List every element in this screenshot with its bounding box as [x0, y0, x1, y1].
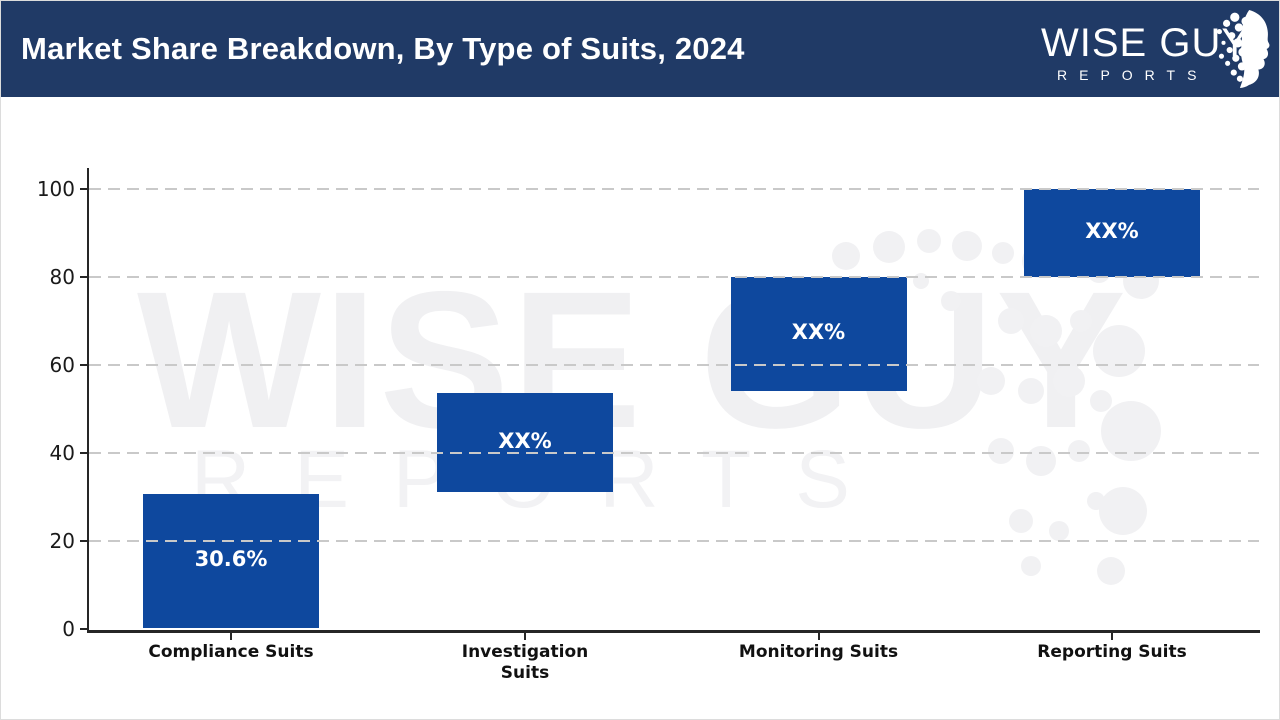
y-axis-line — [87, 168, 89, 632]
bar — [437, 393, 613, 493]
y-tick-label: 80 — [49, 264, 75, 289]
y-tick-label: 0 — [62, 616, 75, 641]
bar — [143, 493, 319, 629]
category-label: Compliance Suits — [148, 642, 314, 662]
bar-value-label: XX% — [1085, 218, 1139, 243]
y-tick — [80, 627, 88, 630]
y-tick-label: 100 — [36, 176, 75, 201]
logo-face-icon — [1216, 10, 1270, 88]
gridline — [89, 539, 1259, 542]
chart-title: Market Share Breakdown, By Type of Suits… — [21, 31, 745, 66]
header-bar: Market Share Breakdown, By Type of Suits… — [1, 1, 1279, 97]
bar-value-label: XX% — [791, 319, 846, 344]
y-tick — [80, 275, 88, 278]
bar-value-label: XX% — [498, 428, 552, 453]
logo-subtext: REPORTS — [1057, 67, 1209, 83]
gridline — [89, 187, 1259, 190]
gridline — [89, 451, 1259, 454]
x-tick — [1111, 633, 1113, 640]
category-label: Reporting Suits — [1037, 642, 1187, 662]
y-tick — [80, 451, 88, 454]
logo-wordmark: WISE GUY — [1041, 21, 1250, 65]
y-tick-label: 60 — [49, 352, 75, 377]
y-tick — [80, 187, 88, 190]
watermark-wordmark: WISE GUY — [137, 251, 1129, 469]
y-tick — [80, 363, 88, 366]
bar — [730, 276, 907, 391]
gridline — [89, 275, 1259, 278]
x-tick — [817, 633, 820, 640]
bar-value-label: 30.6% — [194, 547, 268, 572]
category-label: Investigation Suits — [461, 642, 589, 683]
y-tick-label: 40 — [49, 440, 75, 465]
y-tick-label: 20 — [49, 528, 75, 553]
x-axis-line — [87, 630, 1260, 633]
gridline — [89, 363, 1259, 366]
x-tick — [230, 633, 232, 640]
category-label: Monitoring Suits — [738, 642, 899, 662]
x-tick — [524, 633, 526, 640]
y-tick — [80, 539, 88, 542]
wiseguy-logo: WISE GUY REPORTS — [1007, 5, 1270, 93]
